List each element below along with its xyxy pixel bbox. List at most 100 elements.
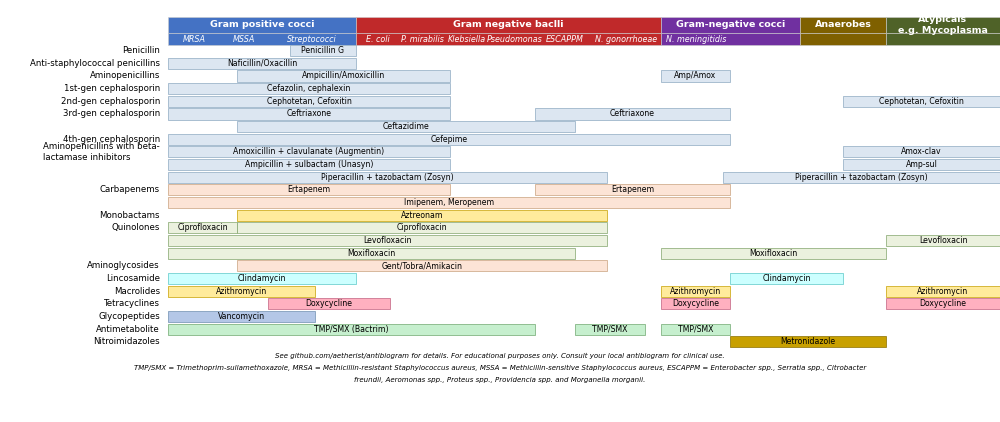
Text: TMP/SMX: TMP/SMX xyxy=(592,325,628,334)
FancyBboxPatch shape xyxy=(661,286,730,297)
FancyBboxPatch shape xyxy=(168,324,535,335)
Text: Ciprofloxacin: Ciprofloxacin xyxy=(177,223,228,233)
Text: Quinolones: Quinolones xyxy=(112,223,160,233)
Text: Doxycycline: Doxycycline xyxy=(920,299,967,308)
Text: Tetracyclines: Tetracyclines xyxy=(104,299,160,308)
Text: Ampicillin + sulbactam (Unasyn): Ampicillin + sulbactam (Unasyn) xyxy=(245,160,373,169)
FancyBboxPatch shape xyxy=(800,33,886,45)
FancyBboxPatch shape xyxy=(661,324,730,335)
Text: P. mirabilis: P. mirabilis xyxy=(401,35,443,43)
Text: Pseudomonas: Pseudomonas xyxy=(487,35,543,43)
FancyBboxPatch shape xyxy=(886,286,1000,297)
Text: Streptococci: Streptococci xyxy=(287,35,337,43)
FancyBboxPatch shape xyxy=(661,298,730,309)
Text: 4th-gen cephalosporin: 4th-gen cephalosporin xyxy=(63,135,160,144)
Text: Klebsiella: Klebsiella xyxy=(448,35,486,43)
Text: Levofloxacin: Levofloxacin xyxy=(363,236,412,245)
Text: Amoxicillin + clavulanate (Augmentin): Amoxicillin + clavulanate (Augmentin) xyxy=(233,147,385,157)
FancyBboxPatch shape xyxy=(168,286,315,297)
Text: MRSA: MRSA xyxy=(182,35,206,43)
FancyBboxPatch shape xyxy=(886,235,1000,246)
FancyBboxPatch shape xyxy=(168,172,607,183)
FancyBboxPatch shape xyxy=(168,222,237,233)
Text: Lincosamide: Lincosamide xyxy=(106,274,160,283)
FancyBboxPatch shape xyxy=(661,70,730,81)
Text: Penicillin: Penicillin xyxy=(122,46,160,55)
FancyBboxPatch shape xyxy=(237,70,450,81)
FancyBboxPatch shape xyxy=(168,197,730,208)
FancyBboxPatch shape xyxy=(843,146,1000,157)
FancyBboxPatch shape xyxy=(168,146,450,157)
FancyBboxPatch shape xyxy=(730,336,886,347)
FancyBboxPatch shape xyxy=(843,96,1000,107)
FancyBboxPatch shape xyxy=(168,17,356,33)
Text: Gent/Tobra/Amikacin: Gent/Tobra/Amikacin xyxy=(382,261,462,271)
Text: Anti-staphylococcal penicillins: Anti-staphylococcal penicillins xyxy=(30,59,160,68)
Text: Aminoglycosides: Aminoglycosides xyxy=(87,261,160,271)
Text: 3rd-gen cephalosporin: 3rd-gen cephalosporin xyxy=(63,109,160,119)
FancyBboxPatch shape xyxy=(356,33,661,45)
Text: Gram negative baclli: Gram negative baclli xyxy=(453,20,564,30)
Text: Monobactams: Monobactams xyxy=(100,211,160,220)
FancyBboxPatch shape xyxy=(290,45,356,56)
FancyBboxPatch shape xyxy=(168,58,356,69)
Text: Ceftriaxone: Ceftriaxone xyxy=(610,109,655,119)
FancyBboxPatch shape xyxy=(168,273,356,284)
FancyBboxPatch shape xyxy=(237,222,607,233)
Text: Carbapenems: Carbapenems xyxy=(100,185,160,195)
Text: See github.com/aetherist/antibiogram for details. For educational purposes only.: See github.com/aetherist/antibiogram for… xyxy=(275,353,725,359)
Text: Gram positive cocci: Gram positive cocci xyxy=(210,20,314,30)
FancyBboxPatch shape xyxy=(168,33,356,45)
FancyBboxPatch shape xyxy=(168,159,450,170)
FancyBboxPatch shape xyxy=(168,96,450,107)
FancyBboxPatch shape xyxy=(268,298,390,309)
FancyBboxPatch shape xyxy=(356,17,661,33)
Text: Clindamycin: Clindamycin xyxy=(762,274,811,283)
Text: Antimetabolite: Antimetabolite xyxy=(96,325,160,334)
Text: Glycopeptides: Glycopeptides xyxy=(98,312,160,321)
Text: Ertapenem: Ertapenem xyxy=(287,185,331,195)
Text: freundii, Aeromonas spp., Proteus spp., Providencia spp. and Morganella morganii: freundii, Aeromonas spp., Proteus spp., … xyxy=(354,377,646,383)
Text: Moxifloxacin: Moxifloxacin xyxy=(347,249,396,258)
Text: Ampicillin/Amoxicillin: Ampicillin/Amoxicillin xyxy=(302,71,385,81)
Text: E. coli: E. coli xyxy=(366,35,390,43)
Text: Clindamycin: Clindamycin xyxy=(238,274,286,283)
Text: Nitroimidazoles: Nitroimidazoles xyxy=(93,337,160,346)
FancyBboxPatch shape xyxy=(800,17,886,33)
Text: 1st-gen cephalosporin: 1st-gen cephalosporin xyxy=(64,84,160,93)
Text: Cephotetan, Cefoxitin: Cephotetan, Cefoxitin xyxy=(267,97,351,106)
Text: Aztreonam: Aztreonam xyxy=(401,211,443,220)
FancyBboxPatch shape xyxy=(237,121,575,132)
FancyBboxPatch shape xyxy=(535,184,730,195)
Text: Cefepime: Cefepime xyxy=(430,135,468,144)
Text: TMP/SMX = Trimethoprim-sullamethoxazole, MRSA = Methicillin-resistant Staphyloco: TMP/SMX = Trimethoprim-sullamethoxazole,… xyxy=(134,365,866,371)
Text: Imipenem, Meropenem: Imipenem, Meropenem xyxy=(404,198,494,207)
FancyBboxPatch shape xyxy=(168,235,607,246)
Text: Metronidazole: Metronidazole xyxy=(780,337,836,346)
Text: Aminopenicillins with beta-
lactamase inhibitors: Aminopenicillins with beta- lactamase in… xyxy=(43,142,160,162)
Text: N. meningitidis: N. meningitidis xyxy=(666,35,726,43)
Text: Moxifloxacin: Moxifloxacin xyxy=(749,249,798,258)
FancyBboxPatch shape xyxy=(886,298,1000,309)
Text: Macrolides: Macrolides xyxy=(114,287,160,296)
FancyBboxPatch shape xyxy=(886,33,1000,45)
Text: Amp-sul: Amp-sul xyxy=(906,160,937,169)
Text: Amox-clav: Amox-clav xyxy=(901,147,942,157)
Text: Ceftazidime: Ceftazidime xyxy=(383,122,429,131)
Text: Gram-negative cocci: Gram-negative cocci xyxy=(676,20,785,30)
Text: ESCAPPM: ESCAPPM xyxy=(546,35,584,43)
Text: TMP/SMX (Bactrim): TMP/SMX (Bactrim) xyxy=(314,325,389,334)
Text: Ceftriaxone: Ceftriaxone xyxy=(287,109,332,119)
FancyBboxPatch shape xyxy=(886,17,1000,33)
Text: Doxycycline: Doxycycline xyxy=(672,299,719,308)
Text: Ertapenem: Ertapenem xyxy=(611,185,654,195)
FancyBboxPatch shape xyxy=(843,159,1000,170)
Text: Cefazolin, cephalexin: Cefazolin, cephalexin xyxy=(267,84,351,93)
Text: Azithromycin: Azithromycin xyxy=(670,287,721,296)
Text: N. gonorrhoeae: N. gonorrhoeae xyxy=(595,35,657,43)
FancyBboxPatch shape xyxy=(661,17,800,33)
Text: Ciprofloxacin: Ciprofloxacin xyxy=(397,223,447,233)
Text: Azithromycin: Azithromycin xyxy=(917,287,969,296)
Text: Vancomycin: Vancomycin xyxy=(218,312,265,321)
Text: Piperacillin + tazobactam (Zosyn): Piperacillin + tazobactam (Zosyn) xyxy=(321,173,454,182)
